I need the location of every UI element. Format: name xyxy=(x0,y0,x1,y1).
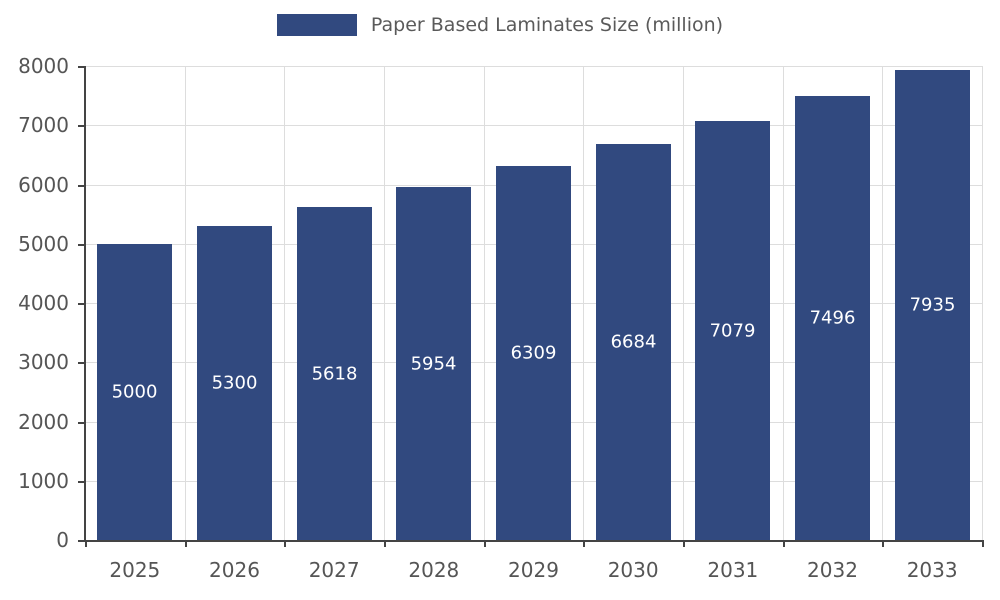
x-gridline xyxy=(683,66,684,540)
bar-value-label: 7496 xyxy=(809,307,856,329)
bar-value-label: 5000 xyxy=(111,381,158,403)
y-tick-mark xyxy=(78,184,85,187)
x-gridline xyxy=(384,66,385,540)
bar-2026[interactable] xyxy=(197,226,272,540)
y-axis-tick-label: 0 xyxy=(56,528,69,552)
x-axis-tick-label: 2030 xyxy=(607,558,659,582)
x-gridline xyxy=(185,66,186,540)
chart-legend[interactable]: Paper Based Laminates Size (million) xyxy=(0,14,1000,36)
bar-value-label: 5618 xyxy=(311,363,358,384)
y-axis-tick-label: 6000 xyxy=(18,172,69,197)
bar-2030[interactable] xyxy=(596,144,671,540)
x-tick-mark xyxy=(783,540,785,547)
x-axis-line xyxy=(84,540,983,542)
bar-2033[interactable] xyxy=(895,70,970,540)
y-tick-mark xyxy=(78,480,85,483)
x-tick-mark xyxy=(185,540,187,547)
x-tick-mark xyxy=(882,540,884,547)
x-gridline xyxy=(583,66,584,540)
x-tick-mark xyxy=(85,540,87,547)
bar-2032[interactable] xyxy=(795,96,870,540)
y-axis-line xyxy=(84,66,86,541)
x-tick-mark xyxy=(484,540,486,547)
x-tick-mark xyxy=(284,540,286,547)
bar-2029[interactable] xyxy=(496,166,571,540)
x-axis-tick-label: 2028 xyxy=(408,558,460,582)
y-axis-tick-label: 5000 xyxy=(18,231,69,256)
y-tick-mark xyxy=(78,540,85,542)
x-gridline xyxy=(783,66,784,540)
bar-value-label: 6309 xyxy=(510,342,557,364)
y-axis-tick-label: 3000 xyxy=(18,350,69,375)
y-tick-mark xyxy=(78,362,85,365)
bar-value-label: 6684 xyxy=(610,331,657,353)
y-gridline xyxy=(85,66,982,67)
y-tick-mark xyxy=(78,421,85,424)
y-gridline xyxy=(85,125,982,127)
x-tick-mark xyxy=(384,540,386,547)
bar-value-label: 5300 xyxy=(211,372,258,394)
legend-swatch xyxy=(276,14,357,36)
x-axis-tick-label: 2027 xyxy=(308,558,360,582)
x-gridline xyxy=(882,66,883,540)
legend-label: Paper Based Laminates Size (million) xyxy=(370,14,724,36)
y-axis-tick-label: 2000 xyxy=(18,409,69,434)
bar-value-label: 5954 xyxy=(410,353,457,374)
y-tick-mark xyxy=(78,125,85,128)
x-axis-tick-label: 2029 xyxy=(508,558,559,582)
y-tick-mark xyxy=(78,303,85,305)
y-axis-tick-label: 7000 xyxy=(18,113,69,138)
bar-2028[interactable] xyxy=(396,187,471,540)
x-tick-mark xyxy=(683,540,685,547)
bar-value-label: 7935 xyxy=(909,294,956,316)
x-tick-mark xyxy=(982,540,984,547)
y-tick-mark xyxy=(78,66,85,68)
bar-2031[interactable] xyxy=(695,121,770,540)
x-gridline xyxy=(284,66,285,540)
x-tick-mark xyxy=(583,540,585,547)
y-axis-tick-label: 8000 xyxy=(18,54,69,78)
y-axis-tick-label: 1000 xyxy=(18,468,69,493)
bar-2025[interactable] xyxy=(97,244,172,540)
y-axis-tick-label: 4000 xyxy=(18,291,69,315)
x-axis-tick-label: 2033 xyxy=(906,558,958,582)
bar-2027[interactable] xyxy=(297,207,372,540)
x-gridline xyxy=(982,66,983,540)
x-axis-tick-label: 2026 xyxy=(209,558,260,582)
y-tick-mark xyxy=(78,243,85,246)
bar-value-label: 7079 xyxy=(709,320,756,341)
x-axis-tick-label: 2031 xyxy=(707,558,759,582)
x-axis-tick-label: 2025 xyxy=(109,558,161,582)
x-axis-tick-label: 2032 xyxy=(807,558,858,582)
x-gridline xyxy=(484,66,485,540)
